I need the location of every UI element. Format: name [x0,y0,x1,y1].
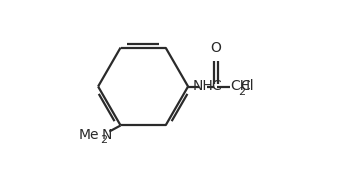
Text: N: N [102,128,112,142]
Text: CH: CH [230,80,250,93]
Text: Me: Me [78,128,99,142]
Text: Cl: Cl [240,80,254,93]
Text: 2: 2 [238,87,245,97]
Text: NH: NH [193,80,213,93]
Text: O: O [210,41,221,55]
Text: C: C [211,80,220,93]
Text: 2: 2 [100,135,107,145]
